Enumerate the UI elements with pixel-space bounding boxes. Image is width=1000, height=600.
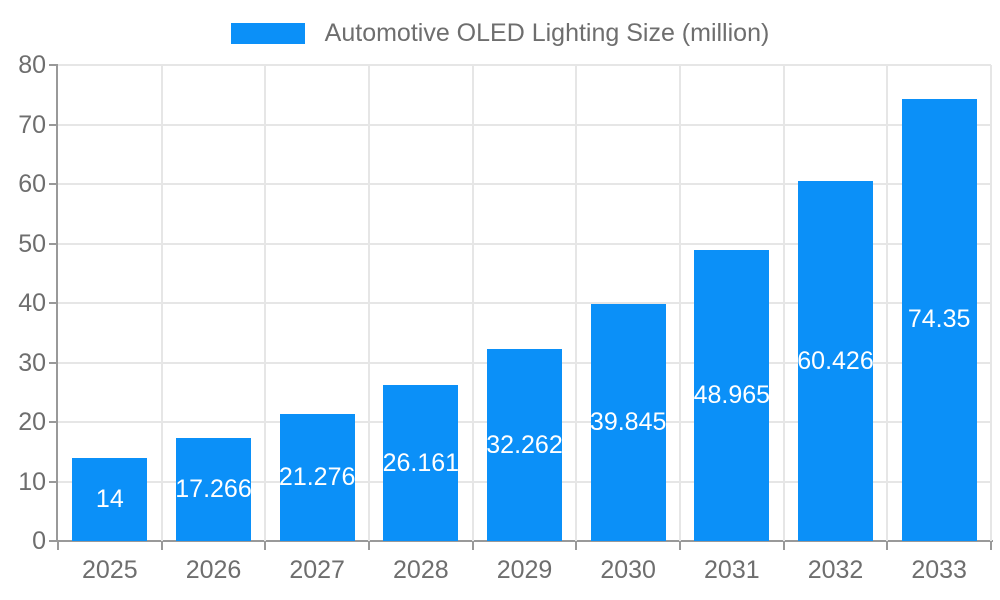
h-gridline — [58, 242, 991, 245]
legend: Automotive OLED Lighting Size (million) — [0, 18, 1000, 48]
y-tick-label: 20 — [18, 408, 46, 436]
y-tick-mark — [49, 242, 57, 245]
x-tick-label: 2027 — [289, 556, 345, 584]
y-tick-mark — [49, 183, 57, 185]
v-gridline — [368, 65, 370, 541]
legend-swatch — [230, 22, 305, 44]
x-axis-line — [56, 540, 993, 542]
bar-value-label: 60.426 — [797, 346, 874, 375]
x-tick-mark — [679, 542, 681, 550]
bar-value-label: 14 — [95, 484, 124, 513]
y-tick-label: 30 — [18, 348, 46, 377]
x-tick-label: 2028 — [393, 556, 449, 584]
y-tick-label: 50 — [18, 229, 46, 258]
bar-value-label: 17.266 — [175, 475, 252, 504]
x-tick-label: 2032 — [807, 556, 864, 584]
x-tick-label: 2029 — [496, 556, 553, 584]
y-tick-mark — [49, 421, 57, 423]
y-tick-label: 0 — [32, 527, 46, 555]
y-axis-line — [56, 64, 58, 542]
y-tick-label: 80 — [18, 51, 46, 79]
x-tick-label: 2025 — [82, 556, 138, 584]
x-tick-mark — [368, 542, 370, 550]
x-tick-mark — [160, 542, 163, 550]
y-tick-mark — [49, 361, 57, 364]
bar-value-label: 32.262 — [486, 430, 563, 459]
bar: 74.35 — [901, 98, 977, 541]
x-tick-label: 2030 — [600, 556, 656, 584]
bar: 60.426 — [797, 181, 874, 541]
bar: 21.276 — [278, 414, 356, 541]
y-tick-label: 40 — [18, 289, 46, 317]
y-tick-label: 70 — [18, 110, 46, 139]
plot-area: 14 17.266 21.276 26.161 32.262 39.845 48.965 60… — [58, 64, 992, 541]
h-gridline — [58, 64, 991, 66]
x-tick-mark — [57, 542, 59, 550]
y-tick-mark — [49, 123, 57, 126]
bar: 39.845 — [589, 303, 667, 541]
bar-value-label: 21.276 — [278, 463, 356, 492]
h-gridline — [58, 123, 991, 126]
bar: 17.266 — [175, 438, 252, 541]
x-tick-mark — [990, 542, 992, 550]
y-tick-mark — [49, 302, 57, 304]
bar: 48.965 — [693, 249, 771, 541]
x-tick-label: 2033 — [911, 556, 967, 584]
bar: 14 — [72, 457, 148, 541]
x-tick-mark — [782, 542, 785, 550]
x-tick-label: 2031 — [704, 556, 760, 584]
y-tick-label: 10 — [18, 467, 46, 496]
h-gridline — [58, 183, 991, 185]
v-gridline — [782, 65, 785, 541]
y-tick-label: 60 — [18, 170, 46, 198]
x-tick-label: 2026 — [185, 556, 242, 584]
v-gridline — [990, 65, 992, 541]
bar: 32.262 — [486, 349, 563, 541]
y-tick-mark — [49, 540, 57, 542]
v-gridline — [679, 65, 681, 541]
y-tick-mark — [49, 480, 57, 483]
v-gridline — [264, 65, 267, 541]
v-gridline — [886, 65, 889, 541]
bar-value-label: 26.161 — [382, 448, 460, 477]
v-gridline — [160, 65, 163, 541]
x-tick-mark — [575, 542, 578, 550]
x-tick-mark — [886, 542, 889, 550]
bar: 26.161 — [382, 385, 460, 541]
x-tick-mark — [264, 542, 267, 550]
h-gridline — [58, 302, 991, 304]
bar-value-label: 48.965 — [693, 380, 771, 409]
bar-value-label: 74.35 — [907, 305, 971, 334]
v-gridline — [471, 65, 474, 541]
bar-value-label: 39.845 — [589, 407, 667, 436]
y-tick-mark — [49, 64, 57, 66]
v-gridline — [575, 65, 578, 541]
legend-label: Automotive OLED Lighting Size (million) — [324, 19, 770, 47]
x-tick-mark — [471, 542, 474, 550]
